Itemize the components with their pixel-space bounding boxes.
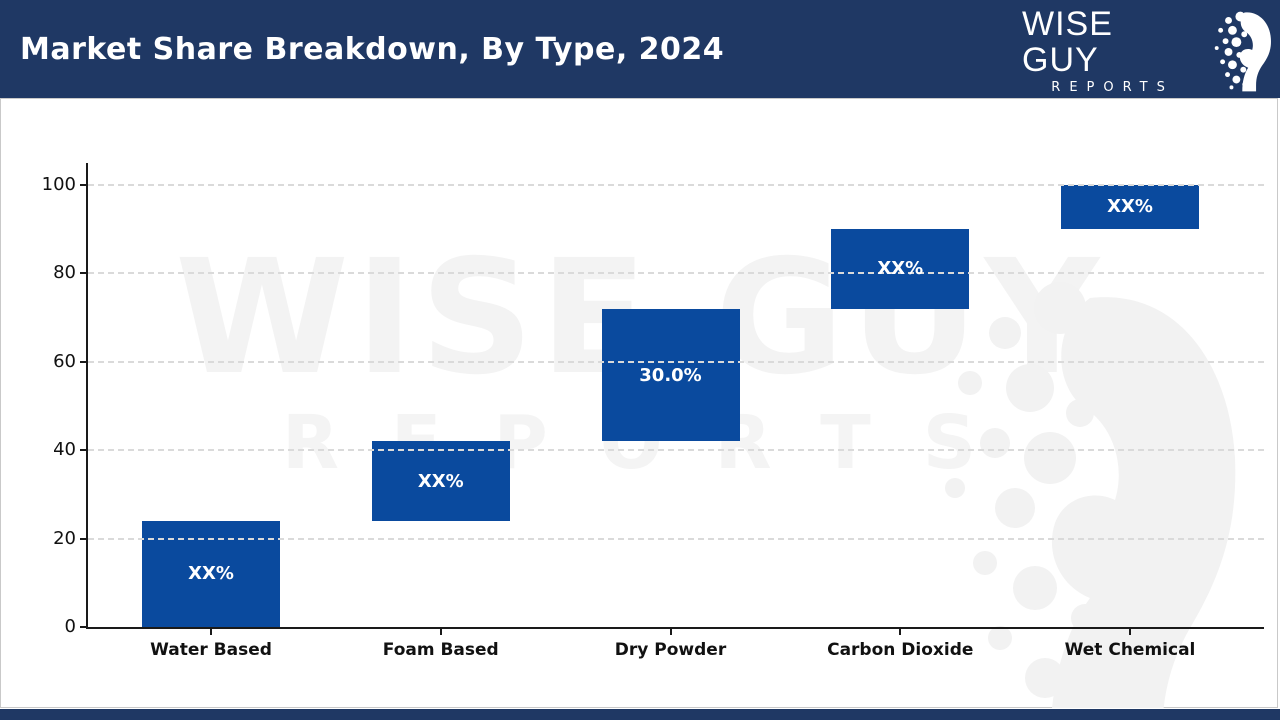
y-tick-mark xyxy=(80,626,86,628)
x-category-label: Wet Chemical xyxy=(1064,640,1196,660)
y-axis-line xyxy=(86,163,88,629)
logo-face-icon xyxy=(1214,11,1272,92)
bar-wet-chemical xyxy=(1061,184,1199,230)
bar-carbon-dioxide xyxy=(831,229,970,309)
x-category-label: Water Based xyxy=(150,640,272,660)
y-tick-label: 60 xyxy=(53,350,76,372)
x-axis-line xyxy=(86,627,1264,629)
y-tick-mark xyxy=(80,272,86,275)
x-tick-mark xyxy=(210,629,212,635)
bar-value-label: XX% xyxy=(188,563,234,585)
y-tick-label: 100 xyxy=(41,173,76,195)
x-category-label: Dry Powder xyxy=(614,640,727,660)
x-tick-mark xyxy=(1129,629,1131,635)
x-category-label: Carbon Dioxide xyxy=(827,640,974,660)
y-tick-mark xyxy=(80,537,86,540)
y-tick-label: 80 xyxy=(53,262,76,284)
page-title: Market Share Breakdown, By Type, 2024 xyxy=(20,31,725,67)
footer-band xyxy=(0,709,1280,720)
y-tick-label: 40 xyxy=(53,439,76,461)
x-tick-mark xyxy=(439,629,442,635)
x-tick-mark xyxy=(899,629,902,635)
gridline-100 xyxy=(88,183,1264,186)
bar-value-label: XX% xyxy=(1107,196,1153,218)
bar-dry-powder xyxy=(601,308,740,442)
logo-text: WISE GUY REPORTS xyxy=(1022,6,1197,95)
gridline-40 xyxy=(88,449,1264,452)
bar-value-label: XX% xyxy=(417,470,464,492)
logo-subtitle: REPORTS xyxy=(1051,79,1174,95)
bar-value-label: 30.0% xyxy=(639,364,702,386)
header-band: Market Share Breakdown, By Type, 2024 WI… xyxy=(0,0,1280,98)
y-tick-mark xyxy=(80,449,86,452)
gridline-20 xyxy=(88,537,1264,540)
bar-value-label: XX% xyxy=(877,258,924,280)
x-category-label: Foam Based xyxy=(382,640,499,660)
gridline-80 xyxy=(88,272,1264,275)
bar-foam-based xyxy=(371,441,510,521)
y-tick-mark xyxy=(80,183,86,186)
logo-wordmark: WISE GUY xyxy=(1022,4,1113,79)
gridline-60 xyxy=(88,360,1264,363)
x-tick-mark xyxy=(669,629,672,635)
y-tick-label: 20 xyxy=(53,527,76,549)
y-tick-mark xyxy=(80,360,86,363)
wise-guy-logo: WISE GUY REPORTS xyxy=(1022,6,1272,95)
y-tick-label: 0 xyxy=(64,616,76,637)
